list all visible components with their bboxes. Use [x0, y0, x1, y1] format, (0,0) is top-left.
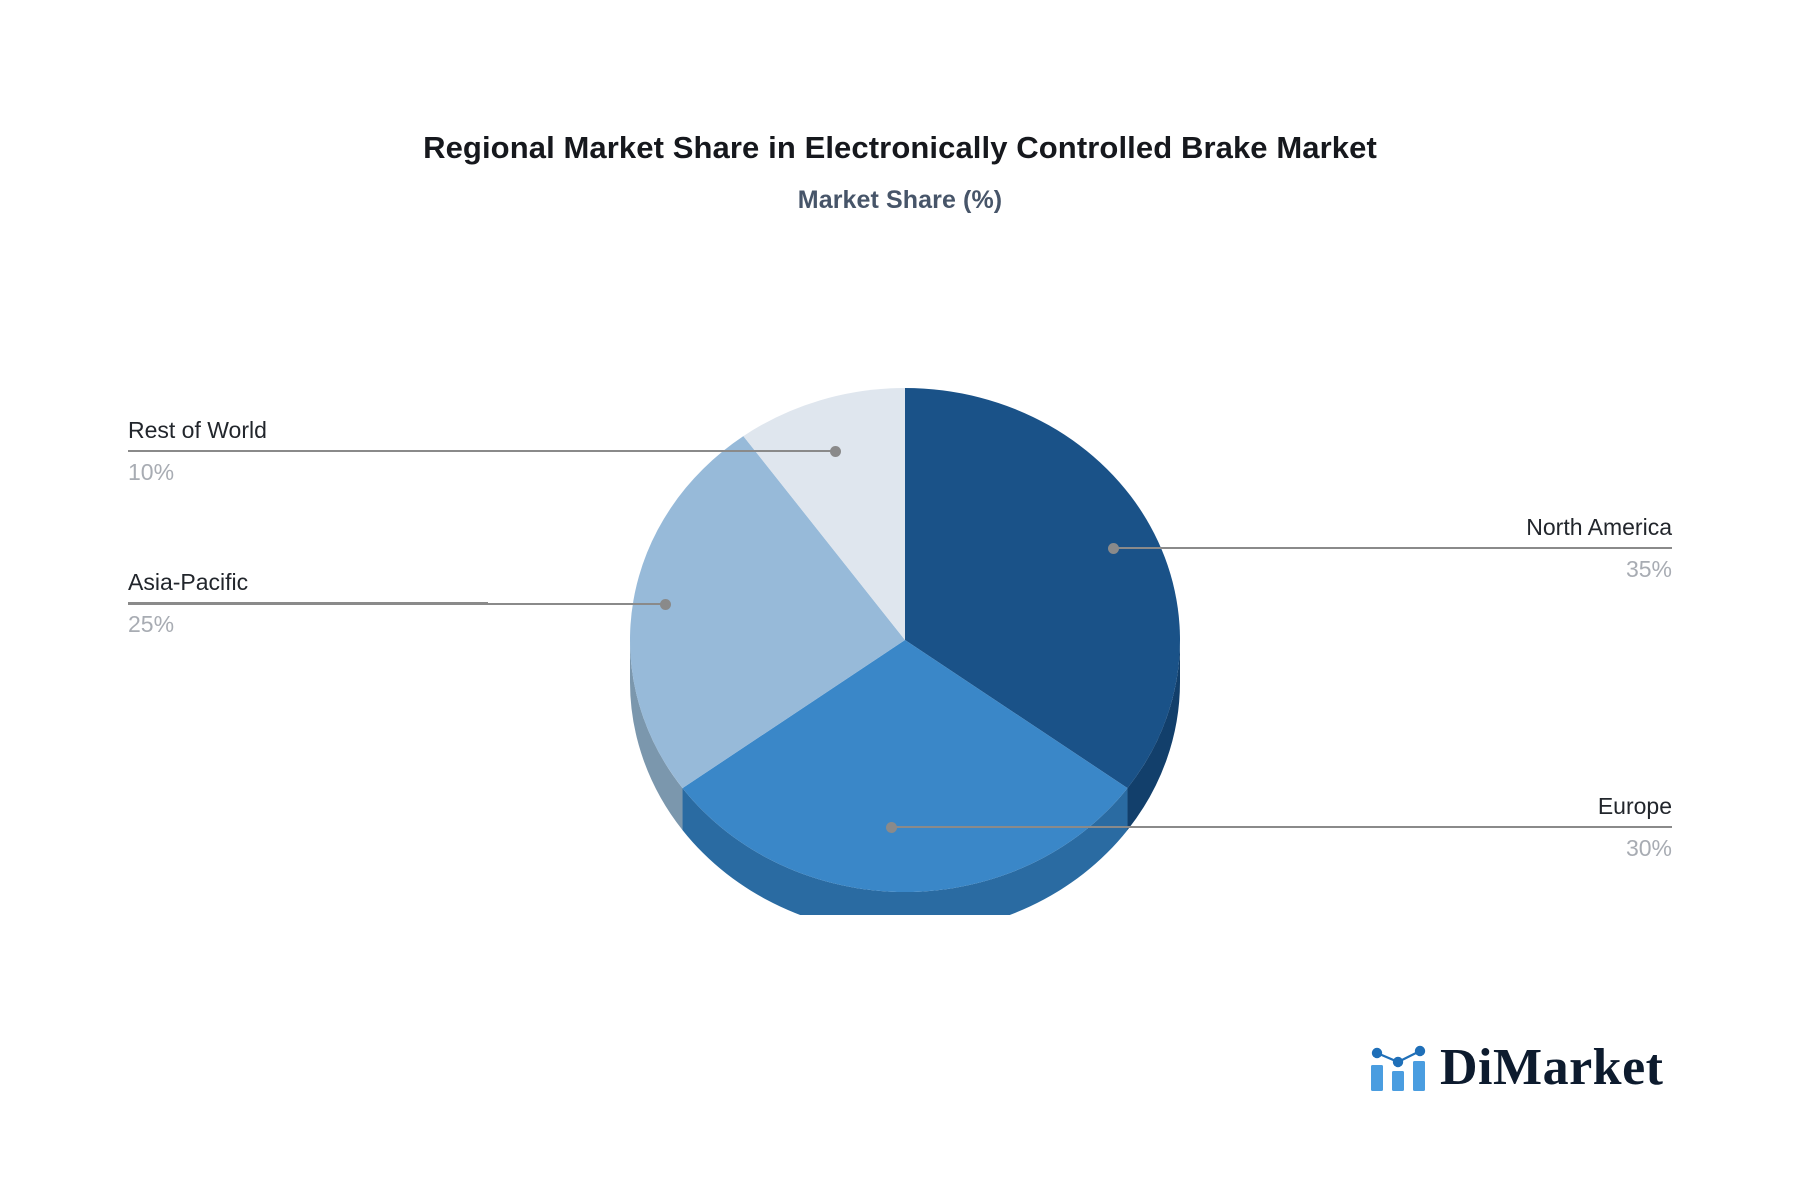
pie-chart-svg [630, 388, 1180, 915]
leader-dot-europe [886, 822, 897, 833]
pie-label-asia-pacific: Asia-Pacific 25% [128, 567, 488, 640]
leader-dot-north-america [1108, 543, 1119, 554]
pie-label-value-asia-pacific: 25% [128, 611, 175, 637]
pie-side-europe [682, 788, 1128, 915]
pie-label-value-europe: 30% [1625, 835, 1672, 861]
pie-slice-europe [682, 640, 1128, 892]
pie-chart [575, 355, 1235, 915]
pie-label-rule-rest-of-world [128, 450, 488, 452]
pie-slice-asia-pacific [630, 436, 905, 789]
pie-label-rest-of-world: Rest of World 10% [128, 415, 488, 488]
brand-logo: DiMarket [1368, 1040, 1663, 1096]
pie-label-name-europe: Europe [1597, 793, 1672, 819]
leader-dot-rest-of-world [830, 446, 841, 457]
pie-label-value-rest-of-world: 10% [128, 459, 175, 485]
bar-chart-logo-icon [1371, 1045, 1426, 1091]
pie-label-name-north-america: North America [1526, 514, 1672, 540]
pie-label-value-north-america: 35% [1625, 556, 1672, 582]
pie-slice-north-america [905, 388, 1180, 789]
leader-dot-asia-pacific [660, 599, 671, 610]
pie-label-rule-asia-pacific [128, 602, 488, 604]
pie-label-name-asia-pacific: Asia-Pacific [128, 569, 249, 595]
pie-label-europe: Europe 30% [1312, 791, 1672, 864]
leader-line-europe [892, 826, 1672, 828]
leader-line-asia-pacific [128, 603, 670, 605]
pie-label-rule-europe [1312, 826, 1672, 828]
pie-label-north-america: North America 35% [1312, 512, 1672, 585]
brand-logo-text: DiMarket [1440, 1039, 1664, 1096]
chart-subtitle: Market Share (%) [797, 186, 1003, 214]
pie-label-rule-north-america [1312, 547, 1672, 549]
pie-side-north-america [1127, 640, 1180, 831]
pie-side-asia-pacific [630, 640, 683, 831]
pie-label-name-rest-of-world: Rest of World [128, 417, 267, 443]
chart-title: Regional Market Share in Electronically … [423, 130, 1377, 165]
